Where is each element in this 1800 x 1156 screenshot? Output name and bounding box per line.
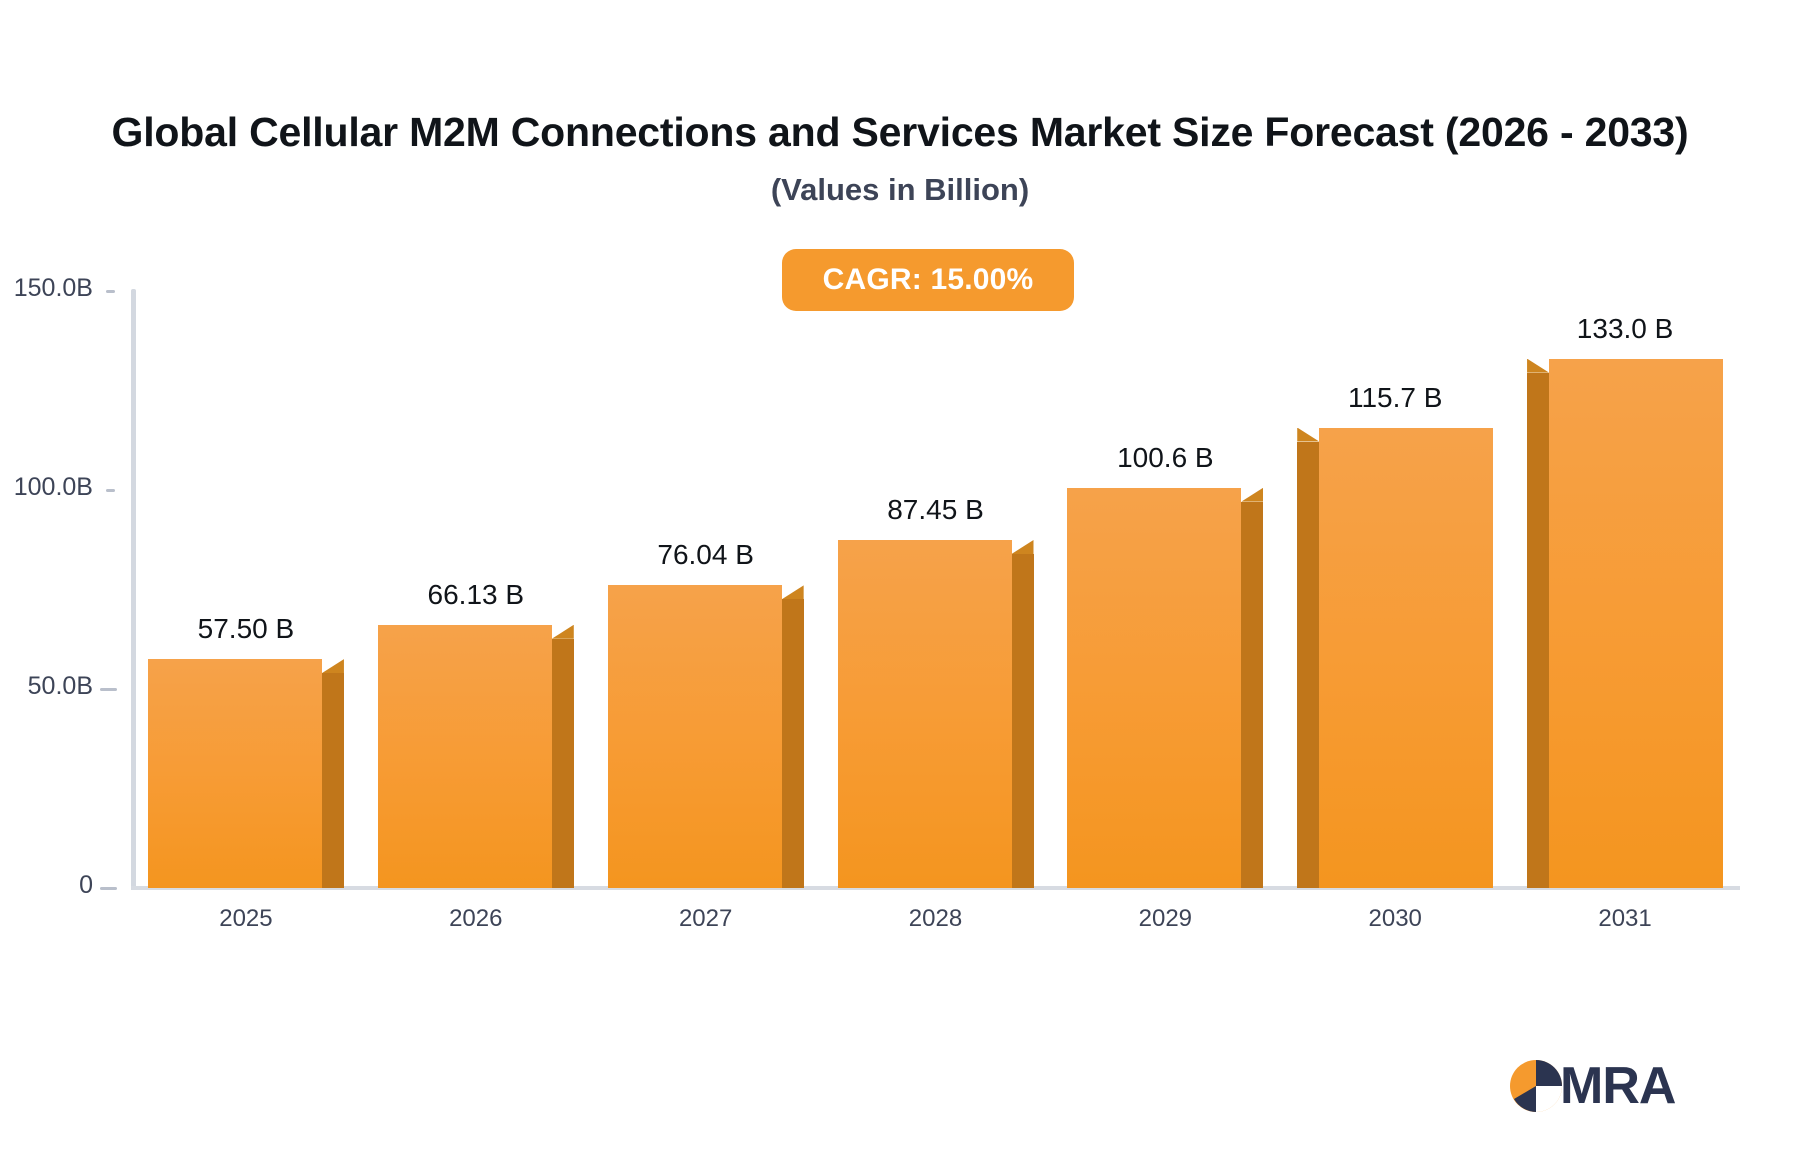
bar	[147, 659, 344, 888]
x-axis-line	[131, 886, 1740, 890]
y-axis-tick-label: 150.0B	[13, 274, 93, 302]
x-axis-tick-label: 2025	[219, 905, 273, 932]
bar-face	[147, 659, 322, 888]
bar-top-bevel	[1011, 539, 1034, 554]
bar-side-face	[321, 673, 344, 888]
y-axis-line	[131, 289, 136, 890]
pie-chart-mark-icon	[1508, 1058, 1564, 1114]
y-axis-tick-mark	[100, 887, 117, 890]
bar-side-face	[1241, 501, 1264, 888]
bar-top-bevel	[1297, 427, 1320, 442]
cagr-badge: CAGR: 15.00%	[782, 249, 1074, 311]
bar-value-label: 87.45 B	[887, 493, 984, 525]
x-axis-tick-label: 2026	[449, 905, 503, 932]
bar-top-bevel	[781, 585, 804, 600]
bar	[1067, 487, 1264, 888]
y-axis-tick-mark	[106, 489, 115, 492]
bar-value-label: 57.50 B	[197, 613, 295, 645]
x-axis-tick-label: 2030	[1368, 905, 1422, 932]
x-axis-tick-label: 2029	[1138, 905, 1193, 932]
y-axis-tick-label: 100.0B	[13, 473, 93, 501]
bar-side-face	[1011, 553, 1034, 888]
bar-value-label: 76.04 B	[657, 539, 754, 571]
bar-side-face	[781, 599, 804, 888]
bar	[607, 585, 804, 888]
y-axis-tick-mark	[100, 688, 117, 691]
bar-face	[377, 624, 552, 888]
y-axis-tick-label: 50.0B	[27, 672, 93, 700]
bar-side-face	[1297, 441, 1320, 888]
bar	[1297, 427, 1494, 888]
bar-top-bevel	[321, 659, 344, 674]
x-axis-tick-label: 2031	[1598, 905, 1652, 932]
y-axis-tick-label: 0	[79, 871, 93, 899]
bar-top-bevel	[551, 624, 574, 639]
y-axis-tick-mark	[106, 290, 115, 293]
bar-top-bevel	[1527, 358, 1550, 373]
bar-side-face	[551, 638, 574, 888]
bar	[837, 539, 1034, 888]
bar-face	[837, 539, 1012, 888]
bar-value-label: 133.0 B	[1576, 312, 1674, 344]
bar-face	[1549, 358, 1724, 888]
x-axis-tick-label: 2027	[678, 905, 733, 932]
bar-value-label: 115.7 B	[1347, 381, 1443, 413]
bar-face	[1319, 427, 1494, 888]
brand-logo: MRA	[1508, 1055, 1708, 1117]
logo-text: MRA	[1560, 1057, 1676, 1115]
bar-face	[607, 585, 782, 888]
bar	[377, 624, 574, 888]
page-title: Global Cellular M2M Connections and Serv…	[111, 109, 1689, 155]
bar-top-bevel	[1241, 487, 1264, 502]
bar-side-face	[1527, 372, 1550, 888]
x-axis-tick-label: 2028	[908, 905, 963, 932]
bar-value-label: 100.6 B	[1117, 441, 1214, 473]
chart-header: Global Cellular M2M Connections and Serv…	[0, 0, 1800, 208]
bar	[1527, 358, 1724, 888]
chart-subtitle: (Values in Billion)	[770, 172, 1030, 207]
bar-value-label: 66.13 B	[427, 578, 525, 610]
bar-face	[1067, 487, 1242, 888]
